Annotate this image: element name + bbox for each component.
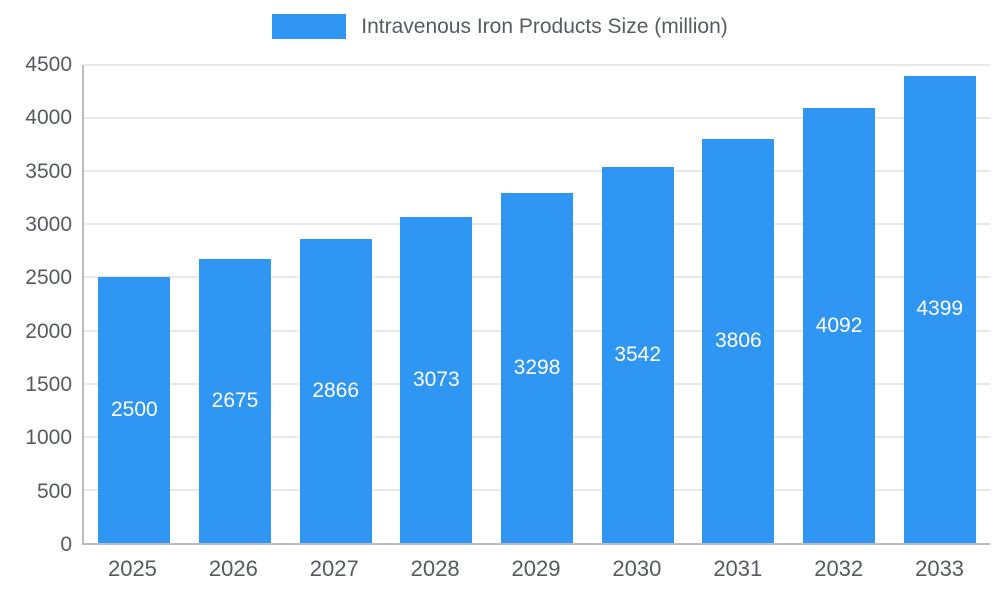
y-tick-label: 2000 (25, 319, 72, 343)
x-tick-label: 2029 (511, 556, 561, 581)
y-tick-label: 4000 (25, 106, 72, 130)
x-tick-label: 2027 (309, 556, 359, 581)
x-tick-label: 2033 (915, 556, 965, 581)
bar-cell: 2675 (185, 65, 286, 543)
bar-cell: 3298 (487, 65, 588, 543)
y-tick-label: 0 (60, 533, 72, 556)
y-tick-label: 3000 (25, 213, 72, 237)
legend-item[interactable]: Intravenous Iron Products Size (million) (0, 14, 1000, 39)
x-tick-label: 2032 (814, 556, 864, 581)
y-tick-label: 1500 (25, 373, 72, 397)
bar-value-label: 2866 (312, 378, 360, 402)
bar-cell: 4092 (789, 65, 890, 543)
bar-2025[interactable]: 2500 (98, 277, 171, 543)
y-tick-label: 500 (36, 479, 72, 503)
bar-cell: 2500 (84, 65, 185, 543)
bar-value-label: 3073 (412, 367, 460, 391)
bar-2029[interactable]: 3298 (501, 192, 574, 543)
bar-2033[interactable]: 4399 (903, 75, 976, 543)
legend-label: Intravenous Iron Products Size (million) (361, 14, 728, 38)
bar-cell: 4399 (889, 65, 990, 543)
bar-value-label: 2500 (110, 398, 158, 422)
bar-value-label: 4399 (916, 297, 964, 321)
y-tick-label: 2500 (25, 266, 72, 290)
x-tick-label: 2028 (410, 556, 460, 581)
y-tick-label: 3500 (25, 159, 72, 183)
bar-2031[interactable]: 3806 (702, 138, 775, 543)
bar-value-label: 2675 (211, 388, 259, 412)
gridline (84, 117, 990, 120)
bar-2030[interactable]: 3542 (601, 166, 674, 543)
y-tick-label: 4500 (25, 53, 72, 76)
x-tick-label: 2026 (208, 556, 258, 581)
bar-value-label: 3806 (715, 328, 762, 352)
bar-cell: 3542 (587, 65, 688, 543)
gridline (84, 64, 990, 66)
gridline (84, 170, 990, 173)
bars: 2500 2675 2866 3073 3298 3542 3806 4092 4399 (84, 65, 990, 543)
bar-cell: 2866 (285, 65, 386, 543)
bar-cell: 3073 (386, 65, 487, 543)
bar-2032[interactable]: 4092 (803, 108, 876, 543)
x-axis: 2025 2026 2027 2028 2029 2030 2031 2032 2033 (82, 556, 990, 582)
bar-2027[interactable]: 2866 (299, 238, 372, 543)
y-tick-label: 1000 (25, 426, 72, 450)
x-tick-label: 2030 (612, 556, 662, 581)
bar-2026[interactable]: 2675 (199, 258, 271, 543)
bar-2028[interactable]: 3073 (400, 216, 473, 543)
y-axis: 0 500 1000 1500 2000 2500 3000 3500 4000 4500 (0, 53, 72, 556)
x-tick-label: 2031 (713, 556, 763, 581)
bar-cell: 3806 (688, 65, 789, 543)
plot-area: 2500 2675 2866 3073 3298 3542 3806 4092 4399 (82, 64, 990, 545)
x-tick-label: 2025 (107, 556, 157, 581)
legend-swatch (272, 14, 347, 39)
bar-value-label: 4092 (815, 313, 863, 337)
bar-value-label: 3542 (614, 342, 662, 366)
bar-value-label: 3298 (513, 355, 561, 379)
